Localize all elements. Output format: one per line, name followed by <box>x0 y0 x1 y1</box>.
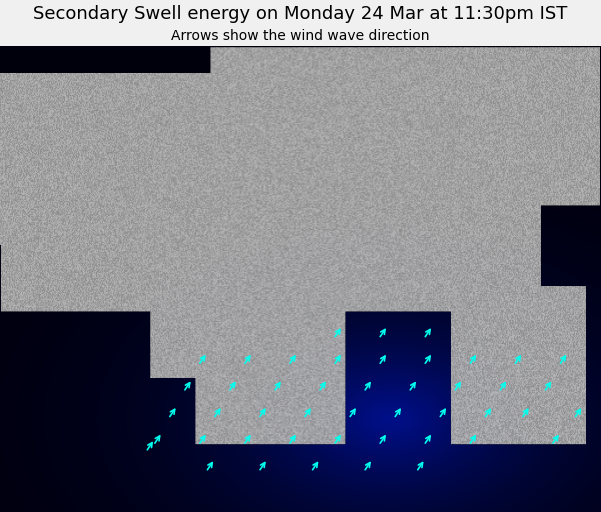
Text: Secondary Swell energy on Monday 24 Mar at 11:30pm IST: Secondary Swell energy on Monday 24 Mar … <box>33 5 568 23</box>
Text: Arrows show the wind wave direction: Arrows show the wind wave direction <box>171 29 430 43</box>
